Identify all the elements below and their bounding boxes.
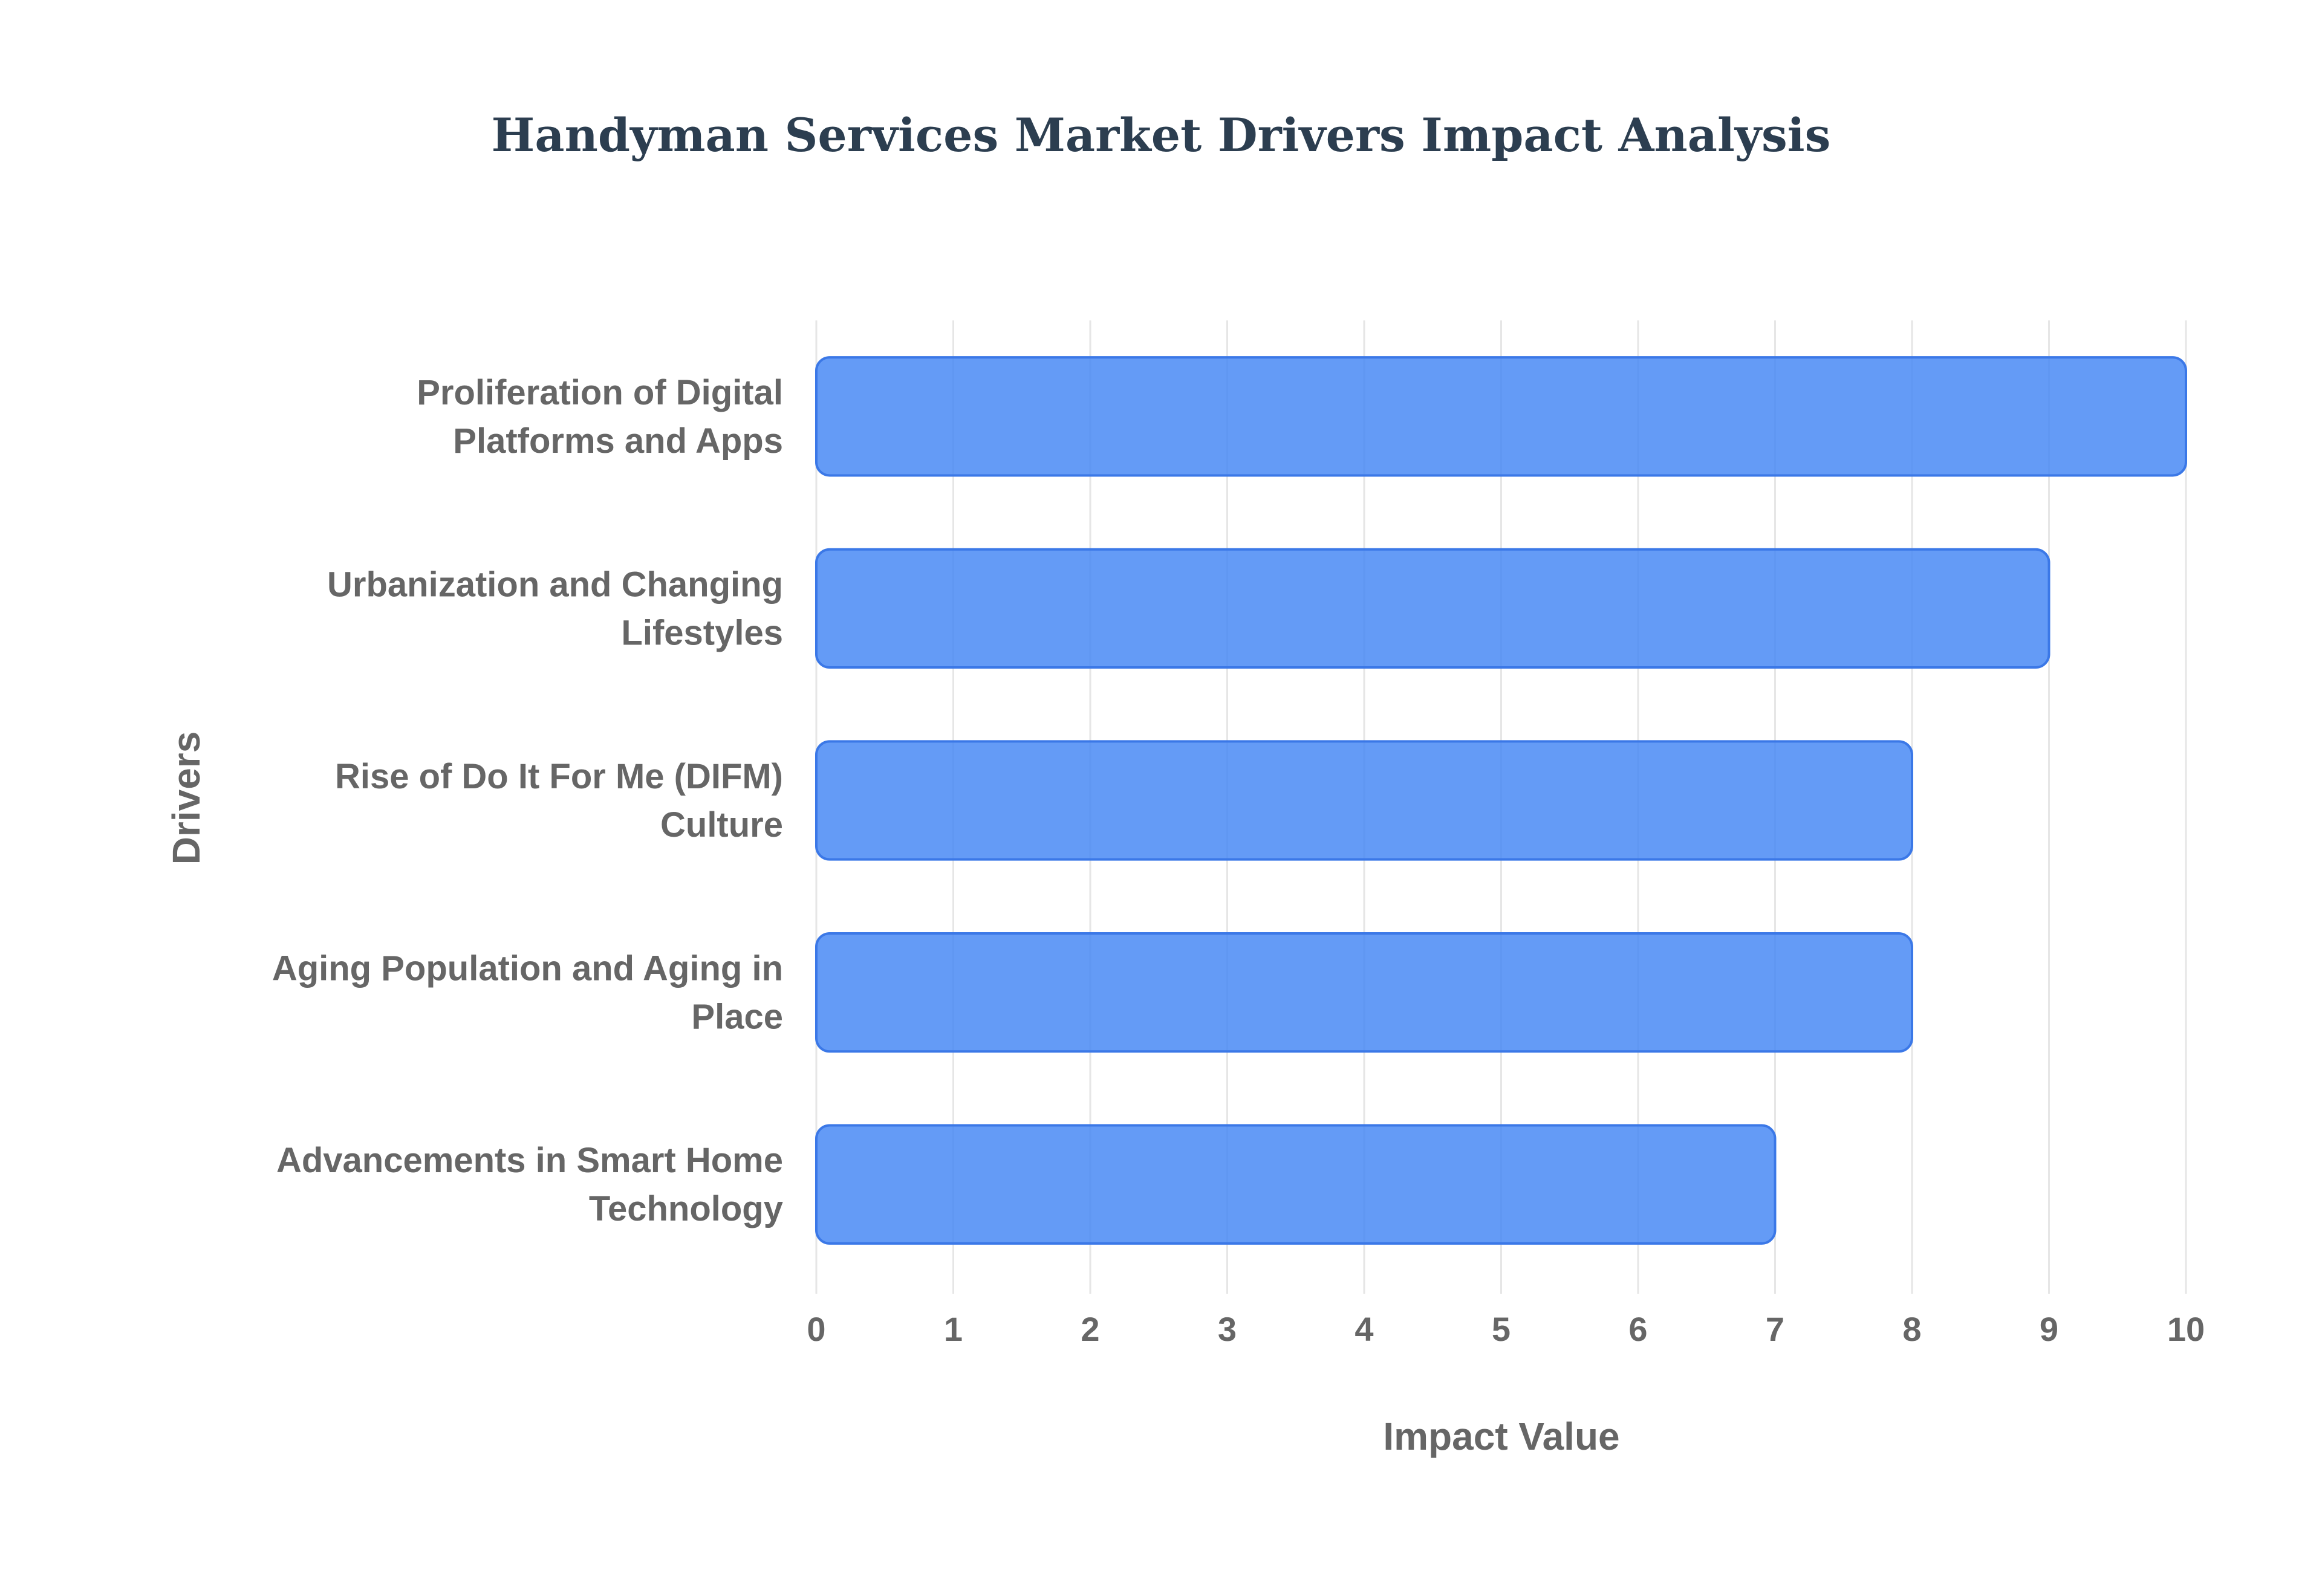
x-tick-label: 1 bbox=[944, 1310, 963, 1348]
x-axis-title: Impact Value bbox=[1383, 1415, 1619, 1458]
category-label: Place bbox=[691, 997, 783, 1037]
category-label: Aging Population and Aging in bbox=[272, 949, 783, 988]
category-label: Lifestyles bbox=[621, 613, 783, 652]
category-label: Proliferation of Digital bbox=[417, 373, 783, 412]
x-tick-labels: 0 1 2 3 4 5 6 7 8 9 10 bbox=[807, 1310, 2205, 1348]
y-axis-title: Drivers bbox=[164, 731, 208, 865]
x-tick-label: 9 bbox=[2040, 1310, 2058, 1348]
x-tick-label: 5 bbox=[1492, 1310, 1511, 1348]
category-label: Technology bbox=[589, 1189, 783, 1228]
bar-5 bbox=[815, 1124, 1777, 1245]
x-tick-label: 4 bbox=[1354, 1310, 1373, 1348]
bar-1 bbox=[815, 356, 2187, 477]
chart-title: Handyman Services Market Drivers Impact … bbox=[492, 108, 1831, 162]
x-tick-label: 8 bbox=[1902, 1310, 1921, 1348]
category-label: Culture bbox=[660, 805, 783, 845]
category-label: Rise of Do It For Me (DIFM) bbox=[335, 757, 783, 796]
category-label: Urbanization and Changing bbox=[327, 565, 783, 604]
bar-4 bbox=[815, 932, 1913, 1053]
x-tick-label: 10 bbox=[2167, 1310, 2205, 1348]
bars bbox=[815, 356, 2187, 1245]
x-tick-label: 3 bbox=[1218, 1310, 1237, 1348]
x-tick-label: 7 bbox=[1766, 1310, 1784, 1348]
category-labels: Proliferation of Digital Platforms and Ap… bbox=[272, 373, 783, 1228]
category-label: Platforms and Apps bbox=[453, 421, 783, 461]
bar-3 bbox=[815, 740, 1913, 861]
x-tick-label: 2 bbox=[1081, 1310, 1099, 1348]
x-tick-label: 6 bbox=[1628, 1310, 1647, 1348]
x-tick-label: 0 bbox=[807, 1310, 825, 1348]
bar-2 bbox=[815, 548, 2050, 669]
category-label: Advancements in Smart Home bbox=[276, 1141, 783, 1180]
